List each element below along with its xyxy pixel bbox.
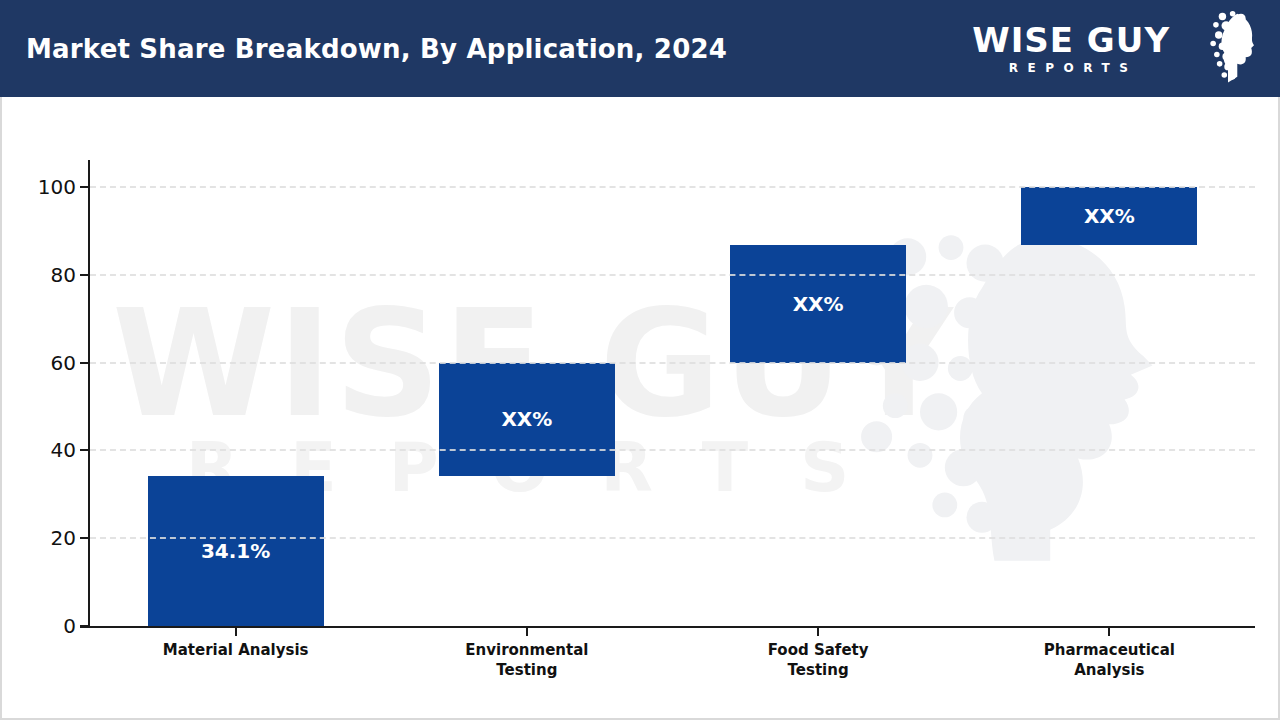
x-tick-label: Material Analysis [90, 640, 381, 660]
gridline [90, 186, 1255, 188]
y-tick-mark [80, 537, 88, 539]
x-tick-mark [1108, 628, 1110, 636]
x-tick-label: Environmental Testing [381, 640, 672, 681]
y-tick-label: 100 [38, 177, 76, 197]
header-bar: Market Share Breakdown, By Application, … [0, 0, 1280, 97]
x-tick-mark [526, 628, 528, 636]
bar-pharmaceutical-analysis: XX% [1021, 187, 1197, 245]
y-tick-mark [80, 186, 88, 188]
y-axis: 020406080100 [0, 187, 76, 626]
y-tick-label: 40 [51, 440, 76, 460]
bar-value-label: XX% [1084, 204, 1135, 228]
y-tick-label: 0 [63, 616, 76, 636]
chart-page: Market Share Breakdown, By Application, … [0, 0, 1280, 720]
y-tick-mark [80, 362, 88, 364]
y-tick-mark [80, 274, 88, 276]
y-tick-label: 60 [51, 353, 76, 373]
bar-value-label: 34.1% [201, 539, 270, 563]
x-tick-mark [817, 628, 819, 636]
gridline [90, 449, 1255, 451]
brand-face-icon [1176, 9, 1254, 89]
x-tick-label: Food Safety Testing [673, 640, 964, 681]
y-axis-spine [88, 160, 90, 626]
bar-value-label: XX% [501, 407, 552, 431]
brand-logo: WISE GUY REPORTS [972, 6, 1254, 92]
gridline [90, 274, 1255, 276]
page-border-left [0, 97, 2, 720]
bar-food-safety-testing: XX% [730, 245, 906, 362]
brand-name: WISE GUY [972, 23, 1170, 57]
gridline [90, 362, 1255, 364]
brand-subtitle: REPORTS [1005, 62, 1137, 74]
plot-area: 34.1% XX% XX% XX% [90, 187, 1255, 626]
x-tick-mark [235, 628, 237, 636]
x-axis-spine [80, 626, 1255, 628]
x-tick-label: Pharmaceutical Analysis [964, 640, 1255, 681]
bar-environmental-testing: XX% [439, 363, 615, 477]
page-title: Market Share Breakdown, By Application, … [26, 34, 727, 64]
bar-value-label: XX% [793, 292, 844, 316]
brand-logo-text: WISE GUY REPORTS [972, 23, 1170, 74]
y-tick-mark [80, 449, 88, 451]
y-tick-mark [80, 625, 88, 627]
gridline [90, 537, 1255, 539]
y-tick-label: 80 [51, 265, 76, 285]
y-tick-label: 20 [51, 528, 76, 548]
bar-material-analysis: 34.1% [148, 476, 324, 626]
